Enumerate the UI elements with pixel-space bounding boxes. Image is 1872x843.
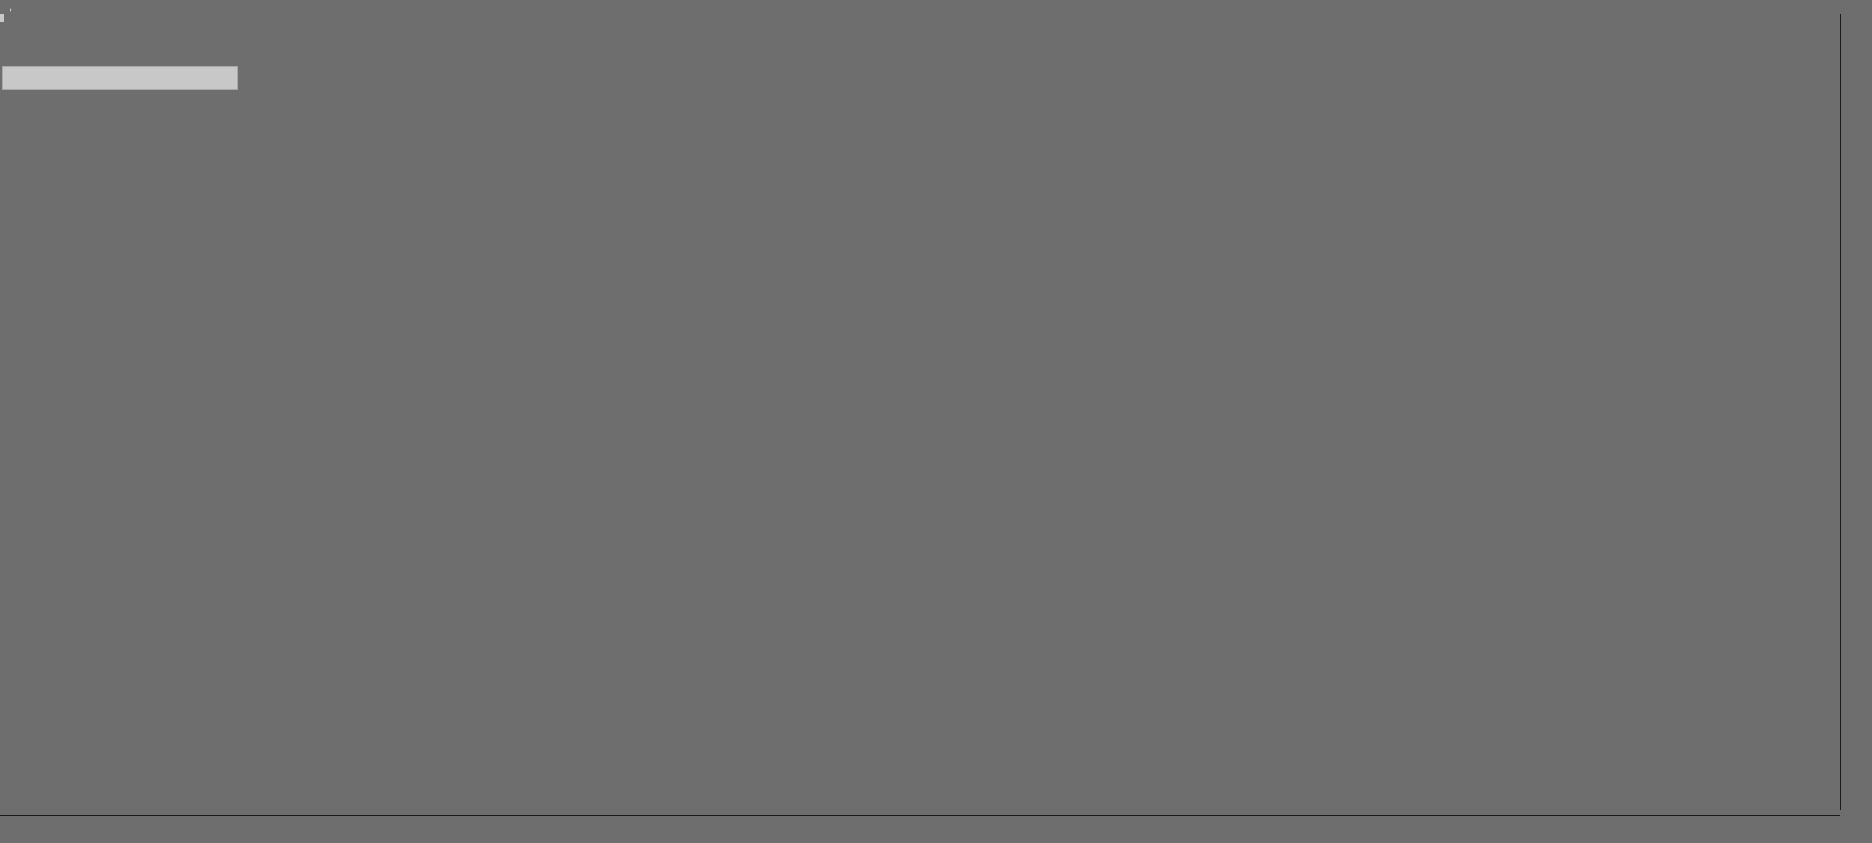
candlestick-plot <box>0 10 1840 815</box>
time-axis-line <box>0 815 1840 816</box>
symbol-info-bar: , <box>0 0 1872 14</box>
price-scale[interactable] <box>1840 10 1872 815</box>
price-axis-line <box>1840 10 1841 810</box>
color-palette-toolbar[interactable] <box>2 66 238 90</box>
time-scale[interactable] <box>0 815 1872 843</box>
